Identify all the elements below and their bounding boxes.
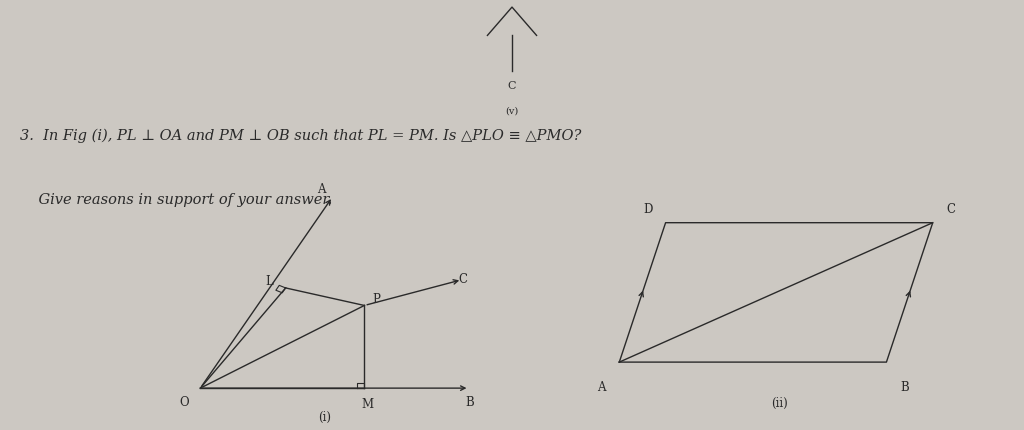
Text: L: L <box>265 276 273 289</box>
Text: (v): (v) <box>506 106 518 115</box>
Text: B: B <box>900 381 908 393</box>
Text: C: C <box>459 273 467 286</box>
Text: 3.  In Fig (i), PL ⊥ OA and PM ⊥ OB such that PL = PM. Is △PLO ≡ △PMO?: 3. In Fig (i), PL ⊥ OA and PM ⊥ OB such … <box>20 129 582 143</box>
Text: O: O <box>179 396 188 408</box>
Text: M: M <box>361 398 374 411</box>
Text: P: P <box>372 293 380 306</box>
Text: (i): (i) <box>318 411 332 424</box>
Text: Give reasons in support of your answer.: Give reasons in support of your answer. <box>20 194 333 208</box>
Text: (ii): (ii) <box>771 396 787 409</box>
Text: D: D <box>643 203 652 216</box>
Text: C: C <box>946 203 955 216</box>
Text: A: A <box>597 381 606 393</box>
Text: A: A <box>317 183 326 196</box>
Text: C: C <box>508 81 516 92</box>
Text: B: B <box>465 396 474 408</box>
